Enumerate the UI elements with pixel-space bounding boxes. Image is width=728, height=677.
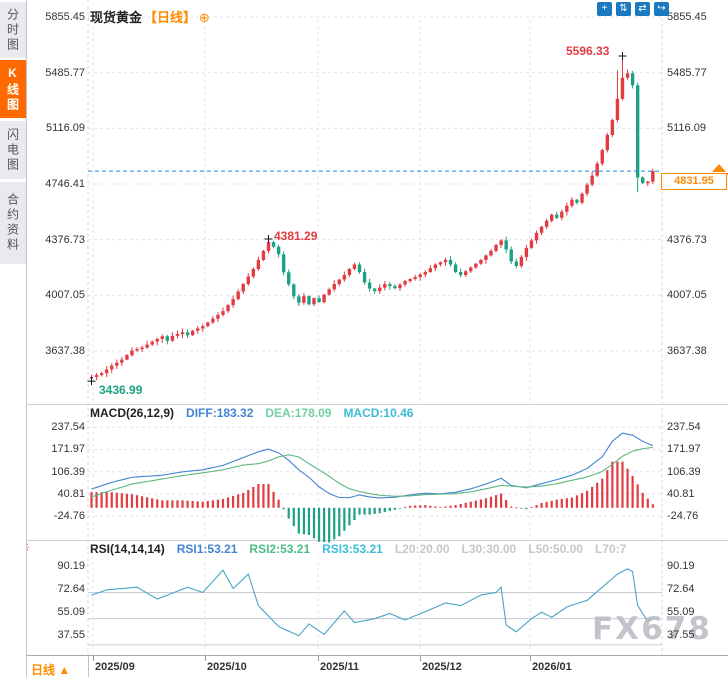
macd-axis-label: 171.97 — [667, 443, 701, 456]
chart-header: 现货黄金 【日线】 ⊕ — [90, 7, 210, 27]
rsi3-value: RSI3:53.21 — [322, 542, 383, 556]
symbol-name: 现货黄金 — [90, 10, 143, 25]
x-axis-tick — [93, 656, 94, 661]
price-axis-label: 5485.77 — [667, 66, 707, 79]
price-axis-label: 4007.05 — [45, 289, 85, 302]
add-indicator-icon[interactable]: ⊕ — [199, 10, 210, 25]
macd-axis-label: 106.39 — [667, 465, 701, 478]
chart-toolbar: + ⇅ ⇄ ↪ — [597, 2, 669, 16]
price-axis-label: 3637.38 — [667, 345, 707, 357]
rsi-level50-label: L50:50.00 — [528, 542, 583, 556]
rsi-level30-label: L30:30.00 — [461, 542, 517, 556]
price-axis-label: 4376.73 — [667, 233, 707, 246]
price-axis-label: 3637.38 — [45, 345, 85, 357]
macd-axis-label: -24.76 — [53, 510, 85, 523]
x-axis-date-label: 2025/11 — [320, 661, 360, 673]
x-axis-tick — [420, 656, 421, 661]
macd-axis-label: 40.81 — [57, 487, 85, 500]
sidebar-tab-contract-info[interactable]: 合约资料 — [0, 182, 26, 264]
zoom-vertical-icon[interactable]: ⇅ — [616, 2, 631, 16]
price-axis-label: 5116.09 — [46, 122, 85, 135]
rsi-axis-label: 55.09 — [57, 606, 85, 618]
rsi-axis-label: 55.09 — [667, 606, 695, 618]
macd-axis-label: 40.81 — [667, 487, 695, 500]
rsi-level20-label: L20:20.00 — [394, 542, 450, 556]
sidebar: 分时图 K线图 闪电图 合约资料 — [0, 0, 27, 677]
x-axis-date-label: 2025/12 — [422, 661, 462, 673]
macd-axis-label: -24.76 — [667, 510, 699, 523]
rsi-axis-label: 72.64 — [57, 583, 85, 595]
macd-title: MACD(26,12,9) — [90, 406, 175, 420]
macd-value: MACD:10.46 — [343, 406, 414, 420]
macd-header: MACD(26,12,9) DIFF:183.32 DEA:178.09 MACD:1… — [90, 406, 425, 420]
price-axis-label: 4746.41 — [45, 178, 85, 190]
price-axis-label: 5855.45 — [45, 11, 85, 23]
price-axis-label: 5485.77 — [45, 66, 85, 79]
macd-axis-label: 237.54 — [51, 421, 85, 434]
swing-high-price-label: 4381.29 — [274, 229, 318, 243]
rsi2-value: RSI2:53.21 — [249, 542, 311, 556]
x-axis-tick — [318, 656, 319, 661]
macd-axis-label: 106.39 — [51, 465, 85, 478]
rsi-axis-label: 72.64 — [667, 583, 695, 595]
x-axis-date-label: 2025/10 — [207, 661, 247, 673]
high-price-label: 5596.33 — [566, 44, 610, 58]
sidebar-tab-label: 闪电图 — [5, 127, 20, 173]
last-price-tag: 4831.95 — [661, 173, 727, 190]
rsi-axis-label: 37.55 — [667, 629, 695, 641]
x-axis-bar: 日线 ▲ 2025/09 2025/10 2025/11 2025/12 2026/01 — [0, 655, 728, 677]
sidebar-tab-intraday[interactable]: 分时图 — [0, 2, 26, 58]
price-axis-label: 4007.05 — [667, 289, 707, 302]
divider — [88, 656, 89, 677]
pan-icon[interactable]: + — [597, 2, 612, 16]
macd-axis-label: 237.54 — [667, 421, 701, 434]
x-axis-tick — [530, 656, 531, 661]
rsi-axis-label: 90.19 — [57, 560, 85, 572]
rsi-axis-label: 90.19 — [667, 560, 695, 572]
macd-dea-value: DEA:178.09 — [265, 406, 332, 420]
export-icon[interactable]: ↪ — [654, 2, 669, 16]
period-button[interactable]: 日线 ▲ — [31, 663, 71, 677]
macd-diff-value: DIFF:183.32 — [186, 406, 254, 420]
sidebar-tab-kline[interactable]: K线图 — [0, 60, 26, 118]
x-axis-tick — [205, 656, 206, 661]
watermark: FX678 — [592, 611, 712, 647]
rsi1-value: RSI1:53.21 — [176, 542, 238, 556]
rsi-level70-label: L70:7 — [594, 542, 627, 556]
sidebar-tab-label: 合约资料 — [5, 193, 20, 253]
price-axis-label: 5116.09 — [667, 122, 706, 135]
price-axis-label: 5855.45 — [667, 11, 707, 23]
sidebar-tab-label: K线图 — [5, 65, 20, 113]
sidebar-tab-label: 分时图 — [5, 7, 20, 53]
sidebar-tab-tick[interactable]: 闪电图 — [0, 121, 26, 179]
low-price-label: 3436.99 — [99, 383, 143, 397]
x-axis-date-label: 2026/01 — [532, 661, 572, 673]
rsi-axis-label: 37.55 — [57, 629, 85, 641]
price-axis-label: 4376.73 — [45, 233, 85, 246]
zoom-horizontal-icon[interactable]: ⇄ — [635, 2, 650, 16]
macd-axis-label: 171.97 — [51, 443, 85, 456]
x-axis-date-label: 2025/09 — [95, 661, 135, 673]
rsi-header: RSI(14,14,14) RSI1:53.21 RSI2:53.21 RSI3:53… — [90, 542, 638, 556]
rsi-title: RSI(14,14,14) — [90, 542, 165, 556]
period-tag: 【日线】 — [144, 10, 197, 25]
